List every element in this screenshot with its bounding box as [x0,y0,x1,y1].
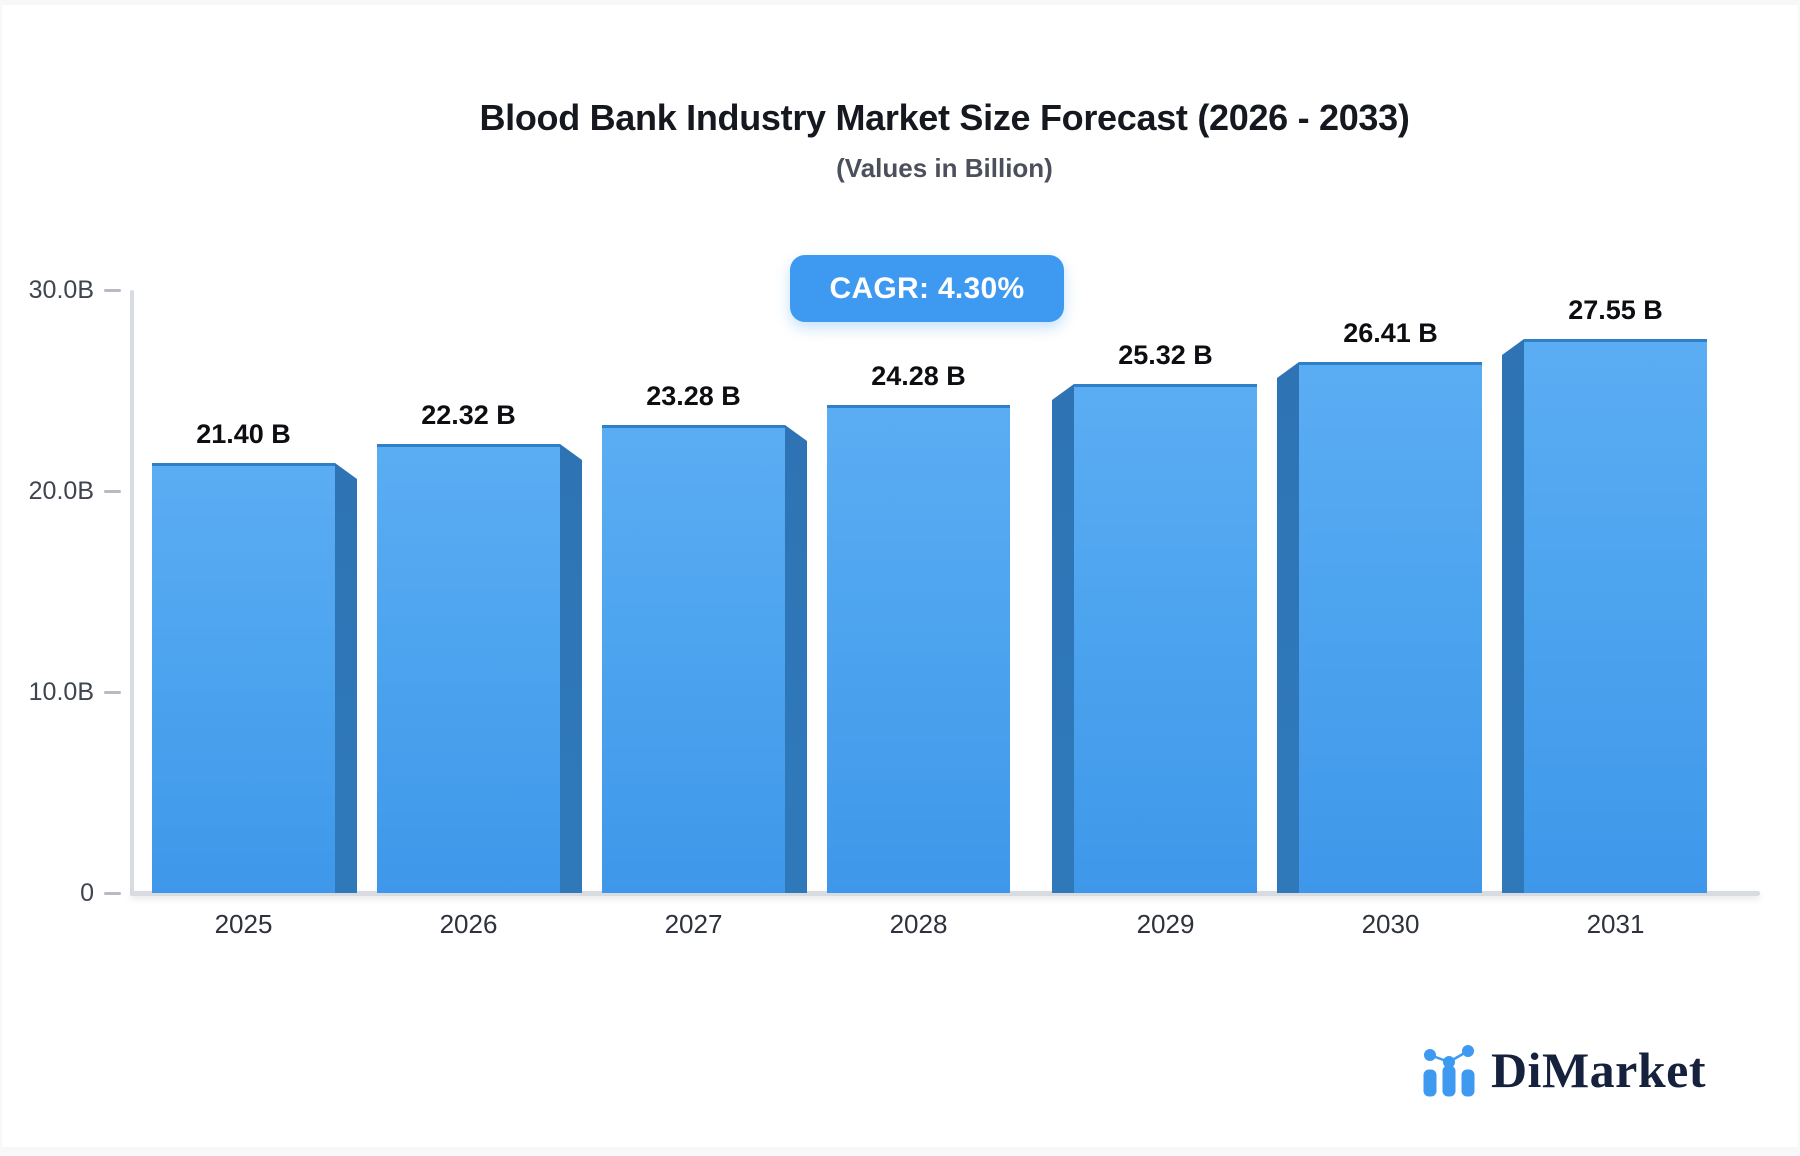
x-axis-tick-label: 2030 [1361,909,1420,939]
x-axis-line [130,891,1760,896]
bar-side-face [1277,362,1299,893]
y-axis-tick-label: 20.0B [28,477,94,505]
bar-side-face [785,425,807,893]
bar-value-label: 21.40 B [196,419,291,449]
y-axis-tick-mark [104,891,121,895]
x-axis-tick-label: 2031 [1586,909,1645,939]
bar-2025 [152,463,357,893]
bar-side-face [560,444,582,893]
bar-value-label: 26.41 B [1343,318,1438,348]
logo-text: DiMarket [1490,1042,1706,1098]
bar-value-label: 27.55 B [1568,295,1663,325]
bar-side-face [1052,384,1074,893]
y-axis-tick-mark [104,489,121,493]
bar-front-face [602,425,785,893]
chart-stage: Blood Bank Industry Market Size Forecast… [2,5,1798,1147]
bar-front-face [827,405,1010,893]
bar-value-label: 23.28 B [646,381,741,411]
mini-bar-chart-icon [1423,1045,1475,1097]
y-axis-tick-label: 0 [80,879,94,907]
y-axis-tick-mark [104,690,121,694]
bar-front-face [1524,339,1707,893]
bar-front-face [1074,384,1257,893]
chart-title: Blood Bank Industry Market Size Forecast… [479,97,1410,138]
cagr-badge: CAGR: 4.30% [790,255,1064,322]
bar-value-label: 25.32 B [1118,340,1213,370]
bar-side-face [1502,339,1524,893]
bar-2027 [602,425,807,893]
x-axis-tick-label: 2025 [214,909,273,939]
bar-2026 [377,444,582,893]
bar-2028 [827,405,1010,893]
bar-value-label: 24.28 B [871,361,966,391]
y-axis-tick-label: 30.0B [28,276,94,304]
x-axis-tick-label: 2029 [1136,909,1195,939]
bar-front-face [377,444,560,893]
bar-2030 [1277,362,1482,893]
bar-front-face [152,463,335,893]
y-axis-line [130,290,134,896]
bar-2029 [1052,384,1257,893]
x-axis-tick-label: 2026 [439,909,498,939]
chart-card: Blood Bank Industry Market Size Forecast… [2,5,1798,1147]
x-axis-tick-label: 2028 [889,909,948,939]
bar-2031 [1502,339,1707,893]
y-axis-tick-mark [104,288,121,292]
chart-subtitle: (Values in Billion) [836,153,1053,183]
dimarket-logo: DiMarket [1421,1040,1706,1098]
bar-value-label: 22.32 B [421,400,516,430]
x-axis-tick-label: 2027 [664,909,723,939]
bar-front-face [1299,362,1482,893]
y-axis-tick-label: 10.0B [28,678,94,706]
bar-side-face [335,463,357,893]
